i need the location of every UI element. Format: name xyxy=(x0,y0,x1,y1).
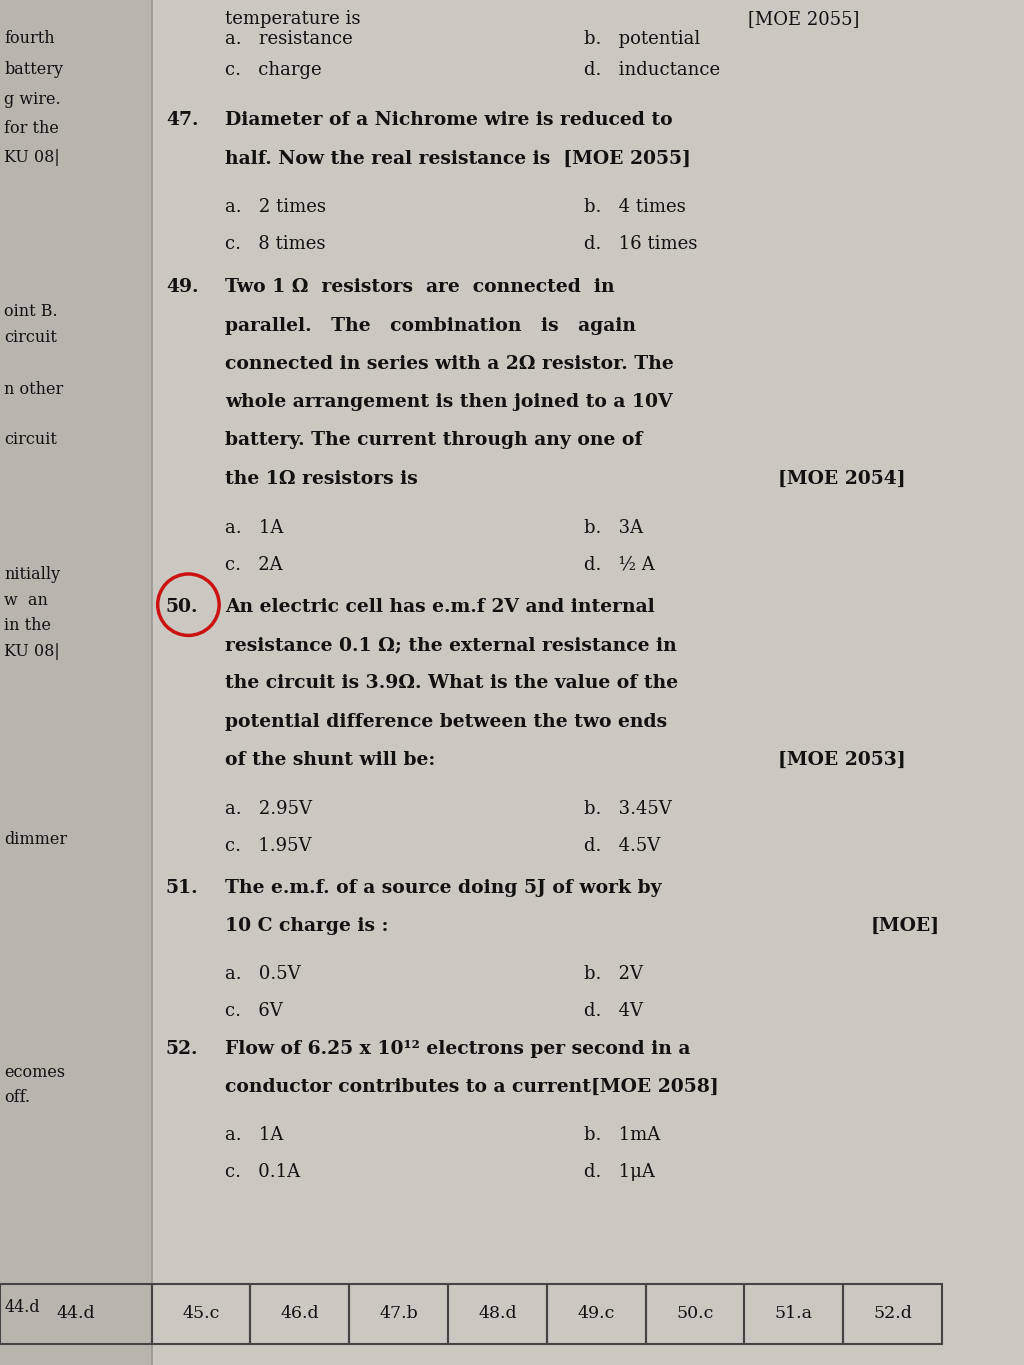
Text: connected in series with a 2Ω resistor. The: connected in series with a 2Ω resistor. … xyxy=(225,355,674,373)
Text: Two 1 Ω  resistors  are  connected  in: Two 1 Ω resistors are connected in xyxy=(225,278,614,296)
Text: KU 08|: KU 08| xyxy=(4,149,59,167)
Text: a.   2 times: a. 2 times xyxy=(225,198,327,216)
Text: 46.d: 46.d xyxy=(281,1305,319,1323)
Text: off.: off. xyxy=(4,1089,31,1106)
Bar xyxy=(744,1283,844,1343)
Bar xyxy=(547,1283,646,1343)
Text: [MOE 2053]: [MOE 2053] xyxy=(778,751,906,768)
Text: c.   1.95V: c. 1.95V xyxy=(225,837,311,854)
Text: parallel.   The   combination   is   again: parallel. The combination is again xyxy=(225,317,636,334)
Text: battery: battery xyxy=(4,61,63,78)
Text: 49.: 49. xyxy=(166,278,199,296)
Text: [MOE]: [MOE] xyxy=(870,917,940,935)
Text: b.   potential: b. potential xyxy=(584,30,700,48)
Text: 47.: 47. xyxy=(166,111,199,130)
Text: b.   2V: b. 2V xyxy=(584,965,643,983)
Text: d.   4V: d. 4V xyxy=(584,1002,643,1020)
Text: a.   resistance: a. resistance xyxy=(225,30,353,48)
Text: d.   1μA: d. 1μA xyxy=(584,1163,654,1181)
Text: potential difference between the two ends: potential difference between the two end… xyxy=(225,713,668,730)
Bar xyxy=(0,0,152,1365)
Bar xyxy=(250,1283,349,1343)
Text: 50.c: 50.c xyxy=(677,1305,714,1323)
Text: c.   8 times: c. 8 times xyxy=(225,236,326,254)
Text: KU 08|: KU 08| xyxy=(4,643,59,659)
Text: 51.: 51. xyxy=(166,879,199,897)
Text: 52.: 52. xyxy=(166,1040,199,1058)
Text: 51.a: 51.a xyxy=(775,1305,813,1323)
Text: half. Now the real resistance is  [MOE 2055]: half. Now the real resistance is [MOE 20… xyxy=(225,149,691,168)
Text: [MOE 2054]: [MOE 2054] xyxy=(778,470,906,487)
Text: fourth: fourth xyxy=(4,30,54,48)
Text: 44.d: 44.d xyxy=(4,1299,40,1316)
Text: the 1Ω resistors is: the 1Ω resistors is xyxy=(225,470,418,487)
Text: d.   16 times: d. 16 times xyxy=(584,236,697,254)
Text: resistance 0.1 Ω; the external resistance in: resistance 0.1 Ω; the external resistanc… xyxy=(225,636,677,654)
Bar xyxy=(844,1283,942,1343)
Bar xyxy=(152,1283,250,1343)
Text: conductor contributes to a current[MOE 2058]: conductor contributes to a current[MOE 2… xyxy=(225,1078,719,1096)
Text: b.   3A: b. 3A xyxy=(584,519,643,536)
Text: d.   4.5V: d. 4.5V xyxy=(584,837,659,854)
Text: Diameter of a Nichrome wire is reduced to: Diameter of a Nichrome wire is reduced t… xyxy=(225,111,673,130)
Text: n other: n other xyxy=(4,381,63,397)
Text: of the shunt will be:: of the shunt will be: xyxy=(225,751,435,768)
Text: g wire.: g wire. xyxy=(4,91,60,108)
Text: nitially: nitially xyxy=(4,566,60,583)
Text: ecomes: ecomes xyxy=(4,1065,66,1081)
Text: w  an: w an xyxy=(4,592,48,609)
Text: a.   1A: a. 1A xyxy=(225,1126,284,1144)
Text: 44.d: 44.d xyxy=(56,1305,95,1323)
Text: temperature is: temperature is xyxy=(225,10,360,29)
Text: dimmer: dimmer xyxy=(4,831,68,848)
Text: whole arrangement is then joined to a 10V: whole arrangement is then joined to a 10… xyxy=(225,393,673,411)
Text: d.   inductance: d. inductance xyxy=(584,60,720,79)
Text: 47.b: 47.b xyxy=(379,1305,418,1323)
Text: 48.d: 48.d xyxy=(478,1305,517,1323)
Text: c.   6V: c. 6V xyxy=(225,1002,283,1020)
Text: a.   0.5V: a. 0.5V xyxy=(225,965,301,983)
Text: The e.m.f. of a source doing 5J of work by: The e.m.f. of a source doing 5J of work … xyxy=(225,879,662,897)
Text: battery. The current through any one of: battery. The current through any one of xyxy=(225,431,643,449)
Text: a.   2.95V: a. 2.95V xyxy=(225,800,312,818)
Text: b.   1mA: b. 1mA xyxy=(584,1126,659,1144)
Text: b.   4 times: b. 4 times xyxy=(584,198,685,216)
Text: the circuit is 3.9Ω. What is the value of the: the circuit is 3.9Ω. What is the value o… xyxy=(225,674,679,692)
Text: oint B.: oint B. xyxy=(4,303,57,319)
Text: 50.: 50. xyxy=(166,598,199,616)
Text: for the: for the xyxy=(4,120,59,138)
Text: b.   3.45V: b. 3.45V xyxy=(584,800,672,818)
Text: c.   charge: c. charge xyxy=(225,60,322,79)
Text: circuit: circuit xyxy=(4,329,57,345)
Text: d.   ½ A: d. ½ A xyxy=(584,556,654,573)
Text: a.   1A: a. 1A xyxy=(225,519,284,536)
Text: c.   2A: c. 2A xyxy=(225,556,283,573)
Text: c.   0.1A: c. 0.1A xyxy=(225,1163,300,1181)
Text: [MOE 2055]: [MOE 2055] xyxy=(748,10,859,29)
Text: 10 C charge is :: 10 C charge is : xyxy=(225,917,389,935)
Text: 45.c: 45.c xyxy=(182,1305,219,1323)
Bar xyxy=(449,1283,547,1343)
Text: Flow of 6.25 x 10¹² electrons per second in a: Flow of 6.25 x 10¹² electrons per second… xyxy=(225,1040,690,1058)
Bar xyxy=(0,1283,152,1343)
Text: 52.d: 52.d xyxy=(873,1305,912,1323)
Bar xyxy=(349,1283,449,1343)
Text: 49.c: 49.c xyxy=(578,1305,614,1323)
Text: circuit: circuit xyxy=(4,431,57,448)
Text: in the: in the xyxy=(4,617,51,635)
Text: An electric cell has e.m.f 2V and internal: An electric cell has e.m.f 2V and intern… xyxy=(225,598,655,616)
Bar xyxy=(646,1283,744,1343)
